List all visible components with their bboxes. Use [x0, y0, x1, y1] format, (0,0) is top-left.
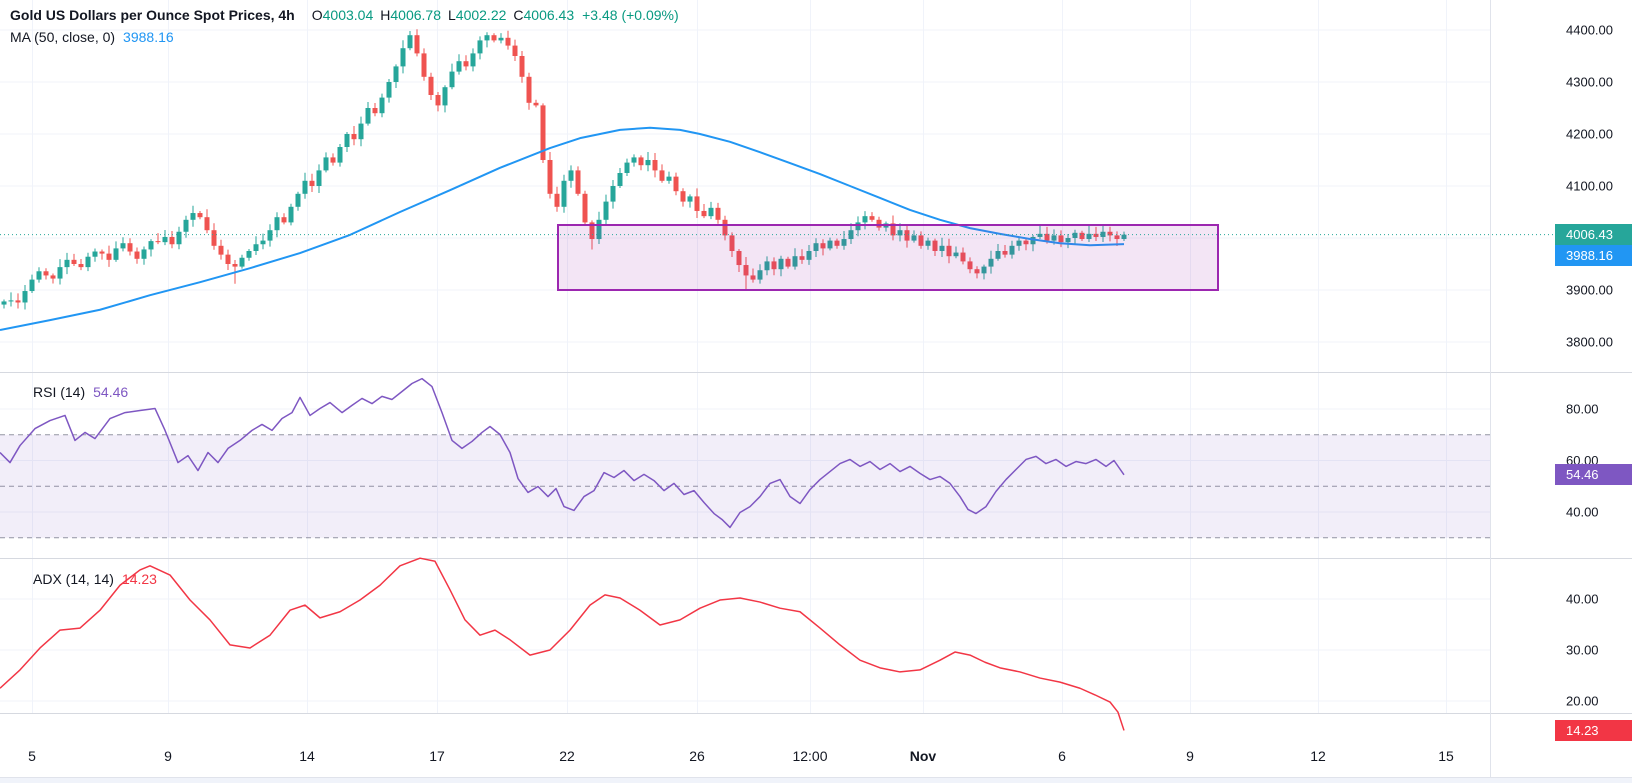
- price-axis-labels: 4400.00 4300.00 4200.00 4100.00 3900.00 3800.…: [1566, 23, 1613, 709]
- rsi-value: 54.46: [93, 384, 129, 400]
- time-axis-label: 9: [1186, 748, 1194, 764]
- last-price-tag: 4006.43: [1555, 224, 1632, 246]
- svg-text:4100.00: 4100.00: [1566, 179, 1613, 194]
- svg-text:30.00: 30.00: [1566, 643, 1599, 658]
- adx-value: 14.23: [121, 571, 157, 587]
- adx-line: [0, 557, 1125, 731]
- adx-legend[interactable]: ADX (14, 14) 14.23: [33, 571, 157, 587]
- ma-value: 3988.16: [123, 29, 174, 45]
- svg-text:40.00: 40.00: [1566, 505, 1599, 520]
- svg-text:20.00: 20.00: [1566, 694, 1599, 709]
- adx-value-tag: 14.23: [1555, 719, 1632, 741]
- time-axis-label: 14: [299, 748, 315, 764]
- svg-text:3800.00: 3800.00: [1566, 335, 1613, 350]
- ohlc-letter: L: [447, 7, 456, 23]
- ohlc-number: 4006.43: [523, 7, 575, 23]
- svg-text:80.00: 80.00: [1566, 402, 1599, 417]
- time-axis-label: 12:00: [792, 748, 828, 764]
- ma-legend[interactable]: MA (50, close, 0) 3988.16: [10, 29, 174, 45]
- symbol-legend[interactable]: Gold US Dollars per Ounce Spot Prices, 4…: [10, 7, 679, 23]
- time-axis-label: Nov: [909, 748, 937, 764]
- time-axis-label: 26: [689, 748, 705, 764]
- rsi-line: [0, 377, 1125, 529]
- symbol-title: Gold US Dollars per Ounce Spot Prices, 4…: [10, 7, 295, 23]
- time-axis-label: 22: [559, 748, 575, 764]
- ohlc-letter: H: [380, 7, 391, 23]
- ohlc-letter: O: [311, 7, 323, 23]
- svg-text:4400.00: 4400.00: [1566, 23, 1613, 38]
- svg-text:40.00: 40.00: [1566, 592, 1599, 607]
- time-axis-label: 9: [164, 748, 172, 764]
- ma-value-tag: 3988.16: [1555, 245, 1632, 267]
- time-axis-label: 5: [28, 748, 36, 764]
- ohlc-number: 4002.22: [455, 7, 507, 23]
- time-axis[interactable]: 5 9 14 17 22 26 12:00 Nov 6 9 12 15: [0, 713, 1632, 777]
- range-box[interactable]: [557, 224, 1219, 291]
- candlestick-series: [1, 29, 1127, 310]
- ma-label: MA (50, close, 0): [10, 29, 116, 45]
- svg-text:4200.00: 4200.00: [1566, 127, 1613, 142]
- change-value: +3.48 (+0.09%): [582, 7, 679, 23]
- rsi-value-tag: 54.46: [1555, 464, 1632, 486]
- time-axis-label: 6: [1058, 748, 1066, 764]
- rsi-label: RSI (14): [33, 384, 86, 400]
- rsi-legend[interactable]: RSI (14) 54.46: [33, 384, 128, 400]
- rsi-band: [0, 434, 1490, 538]
- svg-text:4300.00: 4300.00: [1566, 75, 1613, 90]
- time-axis-label: 15: [1438, 748, 1454, 764]
- bottom-strip: [0, 777, 1632, 783]
- ma50-line: [0, 126, 1125, 332]
- ohlc-number: 4006.78: [390, 7, 441, 23]
- svg-text:3900.00: 3900.00: [1566, 283, 1613, 298]
- ohlc-letter: C: [513, 7, 524, 23]
- ohlc-number: 4003.04: [322, 7, 374, 23]
- ohlc-values: O4003.04 H4006.78 L4002.22 C4006.43: [305, 7, 574, 23]
- time-axis-label: 12: [1310, 748, 1326, 764]
- adx-label: ADX (14, 14): [33, 571, 114, 587]
- time-axis-label: 17: [429, 748, 445, 764]
